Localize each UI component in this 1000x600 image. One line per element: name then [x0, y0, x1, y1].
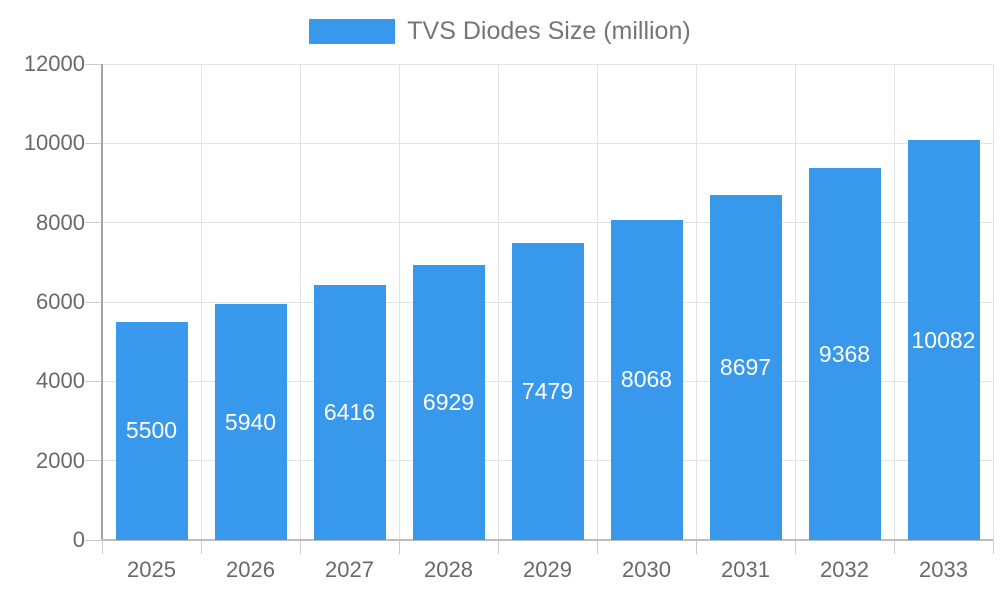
bar: 8068 [610, 219, 683, 540]
x-axis-tick [398, 540, 400, 554]
y-axis-tick [85, 460, 102, 462]
x-axis-tick [695, 540, 697, 554]
bar-value-label: 8697 [719, 354, 772, 380]
y-axis-tick-label: 0 [72, 527, 85, 552]
x-axis-tick-label: 2028 [424, 557, 473, 582]
bar: 6929 [412, 265, 485, 540]
x-axis-tick-label: 2026 [226, 557, 275, 582]
x-axis-tick [299, 540, 301, 554]
y-axis-tick-label: 10000 [23, 130, 85, 156]
x-axis-tick-label: 2027 [325, 557, 374, 582]
bar-value-label: 6929 [422, 389, 475, 416]
chart-legend: TVS Diodes Size (million) [0, 17, 1000, 46]
x-axis-tick-label: 2031 [721, 557, 770, 582]
x-axis-tick-label: 2032 [820, 557, 869, 582]
x-gridline [497, 64, 499, 540]
y-axis-tick [85, 380, 102, 382]
bar-value-label: 8068 [620, 366, 673, 393]
y-axis-tick-label: 2000 [36, 447, 85, 473]
x-axis-tick [101, 540, 103, 554]
bar: 6416 [313, 285, 386, 540]
x-axis-tick [497, 540, 499, 554]
bar: 5500 [115, 321, 188, 540]
y-gridline [102, 222, 993, 224]
bar: 8697 [709, 195, 782, 540]
y-axis-tick-label: 6000 [36, 289, 85, 314]
bar: 5940 [214, 304, 287, 540]
y-axis-tick [85, 142, 102, 144]
bar: 10082 [907, 140, 980, 540]
x-gridline [299, 64, 301, 540]
x-axis-tick-label: 2033 [919, 557, 968, 582]
bar: 9368 [808, 168, 881, 540]
x-gridline [695, 64, 697, 540]
y-axis-tick [85, 222, 102, 224]
legend-swatch [309, 19, 396, 44]
bar-value-label: 9368 [818, 340, 871, 367]
x-axis-tick [794, 540, 796, 554]
x-gridline [992, 64, 994, 540]
x-gridline [398, 64, 400, 540]
x-axis-tick [200, 540, 202, 554]
bar-value-label: 5940 [224, 408, 277, 435]
y-gridline [102, 142, 993, 144]
y-axis-tick-label: 8000 [36, 209, 85, 235]
y-axis-tick [85, 539, 102, 541]
bar: 7479 [511, 243, 584, 540]
x-axis-tick-label: 2030 [622, 557, 671, 582]
bar-value-label: 5500 [125, 417, 178, 444]
y-axis-tick-label: 4000 [36, 368, 85, 394]
y-axis-tick [85, 63, 102, 65]
y-axis-tick-label: 12000 [23, 51, 85, 76]
x-gridline [596, 64, 598, 540]
x-axis-tick [893, 540, 895, 554]
bar-value-label: 6416 [323, 399, 376, 426]
y-axis-tick [85, 301, 102, 303]
legend-label: TVS Diodes Size (million) [407, 17, 691, 45]
x-gridline [893, 64, 895, 540]
bar-value-label: 7479 [521, 378, 574, 405]
x-axis-tick-label: 2025 [127, 557, 176, 582]
x-axis-tick-label: 2029 [523, 557, 572, 582]
x-gridline [200, 64, 202, 540]
x-gridline [794, 64, 796, 540]
y-axis-line [101, 64, 103, 540]
x-axis-baseline [102, 539, 993, 541]
y-gridline [102, 63, 993, 65]
bar-value-label: 10082 [911, 326, 976, 353]
x-axis-tick [992, 540, 994, 554]
x-axis-tick [596, 540, 598, 554]
